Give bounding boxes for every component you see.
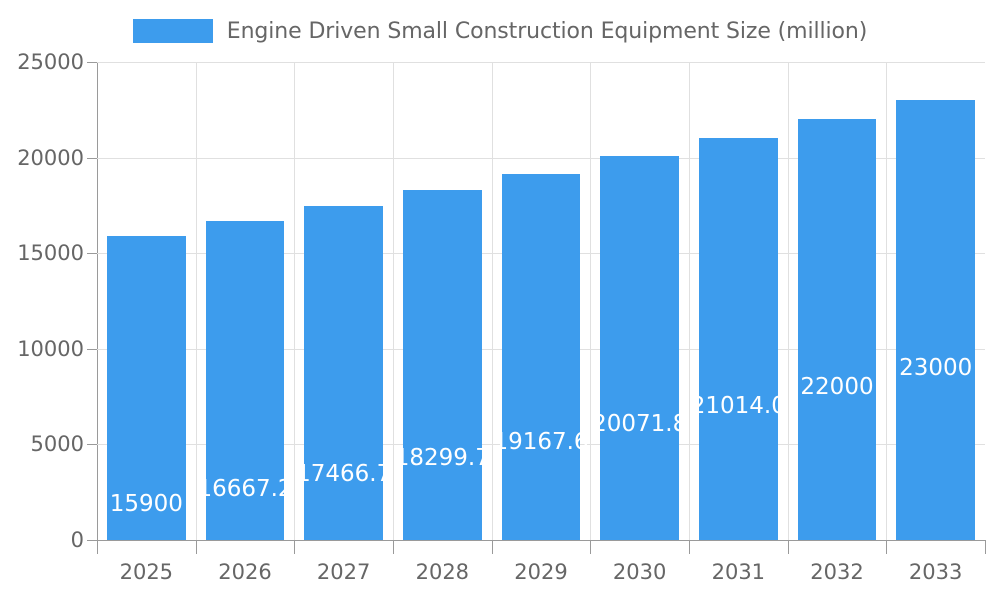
x-axis-label-2026: 2026 [218, 560, 272, 584]
x-tick-mark-0 [97, 540, 98, 554]
y-axis-label-0: 0 [70, 528, 84, 552]
x-tick-mark-7 [788, 540, 789, 554]
gridline-x-4 [492, 62, 493, 540]
x-axis-label-2025: 2025 [119, 560, 174, 584]
y-tick-mark-25000 [87, 62, 97, 63]
x-axis-label-2027: 2027 [316, 560, 371, 584]
y-tick-mark-0 [87, 540, 97, 541]
y-tick-mark-10000 [87, 348, 97, 350]
gridline-x-7 [788, 62, 789, 540]
y-axis-line [97, 62, 98, 540]
bar-2028[interactable] [402, 190, 482, 540]
bar-2032[interactable] [797, 119, 877, 540]
gridline-x-1 [196, 62, 197, 540]
y-axis-label-10000: 10000 [17, 336, 84, 361]
x-axis-label-2029: 2029 [514, 560, 568, 584]
gridline-x-2 [294, 62, 295, 540]
bar-2029[interactable] [501, 173, 581, 540]
y-tick-mark-15000 [87, 253, 97, 255]
x-tick-mark-2 [294, 540, 295, 554]
x-tick-mark-6 [689, 540, 690, 554]
bar-2027[interactable] [304, 206, 384, 540]
x-tick-mark-1 [196, 540, 197, 554]
chart-legend: Engine Driven Small Construction Equipme… [0, 12, 1000, 50]
x-axis-label-2028: 2028 [415, 560, 470, 584]
y-axis-label-5000: 5000 [30, 432, 84, 457]
y-tick-mark-20000 [87, 157, 97, 159]
gridline-x-5 [590, 62, 591, 540]
y-tick-mark-5000 [87, 444, 97, 446]
bar-2025[interactable] [106, 236, 186, 540]
x-axis-label-2031: 2031 [711, 560, 766, 584]
x-tick-mark-5 [590, 540, 591, 554]
gridline-x-6 [689, 62, 690, 540]
y-axis-label-25000: 25000 [17, 50, 84, 74]
x-axis-label-2033: 2033 [908, 560, 963, 584]
bar-2033[interactable] [896, 100, 976, 540]
x-tick-mark-9 [985, 540, 986, 554]
bar-2030[interactable] [600, 156, 680, 540]
x-tick-mark-4 [492, 540, 493, 554]
x-tick-mark-8 [886, 540, 887, 554]
x-tick-mark-3 [393, 540, 394, 554]
bar-2026[interactable] [205, 221, 285, 540]
gridline-x-8 [886, 62, 887, 540]
gridline-y-20000 [97, 157, 985, 159]
legend-item-engine-driven-small-construction-equipment[interactable]: Engine Driven Small Construction Equipme… [132, 18, 868, 44]
y-axis-label-20000: 20000 [17, 145, 84, 170]
gridline-x-3 [393, 62, 394, 540]
legend-swatch-icon [132, 19, 213, 43]
x-axis-label-2032: 2032 [810, 560, 864, 584]
gridline-y-25000 [97, 62, 985, 63]
plot-area [97, 62, 985, 541]
x-axis-label-2030: 2030 [612, 560, 667, 584]
y-axis-label-15000: 15000 [17, 241, 84, 266]
legend-item-label: Engine Driven Small Construction Equipme… [226, 18, 868, 44]
gridline-y-0 [97, 540, 985, 541]
bar-2031[interactable] [698, 138, 778, 540]
